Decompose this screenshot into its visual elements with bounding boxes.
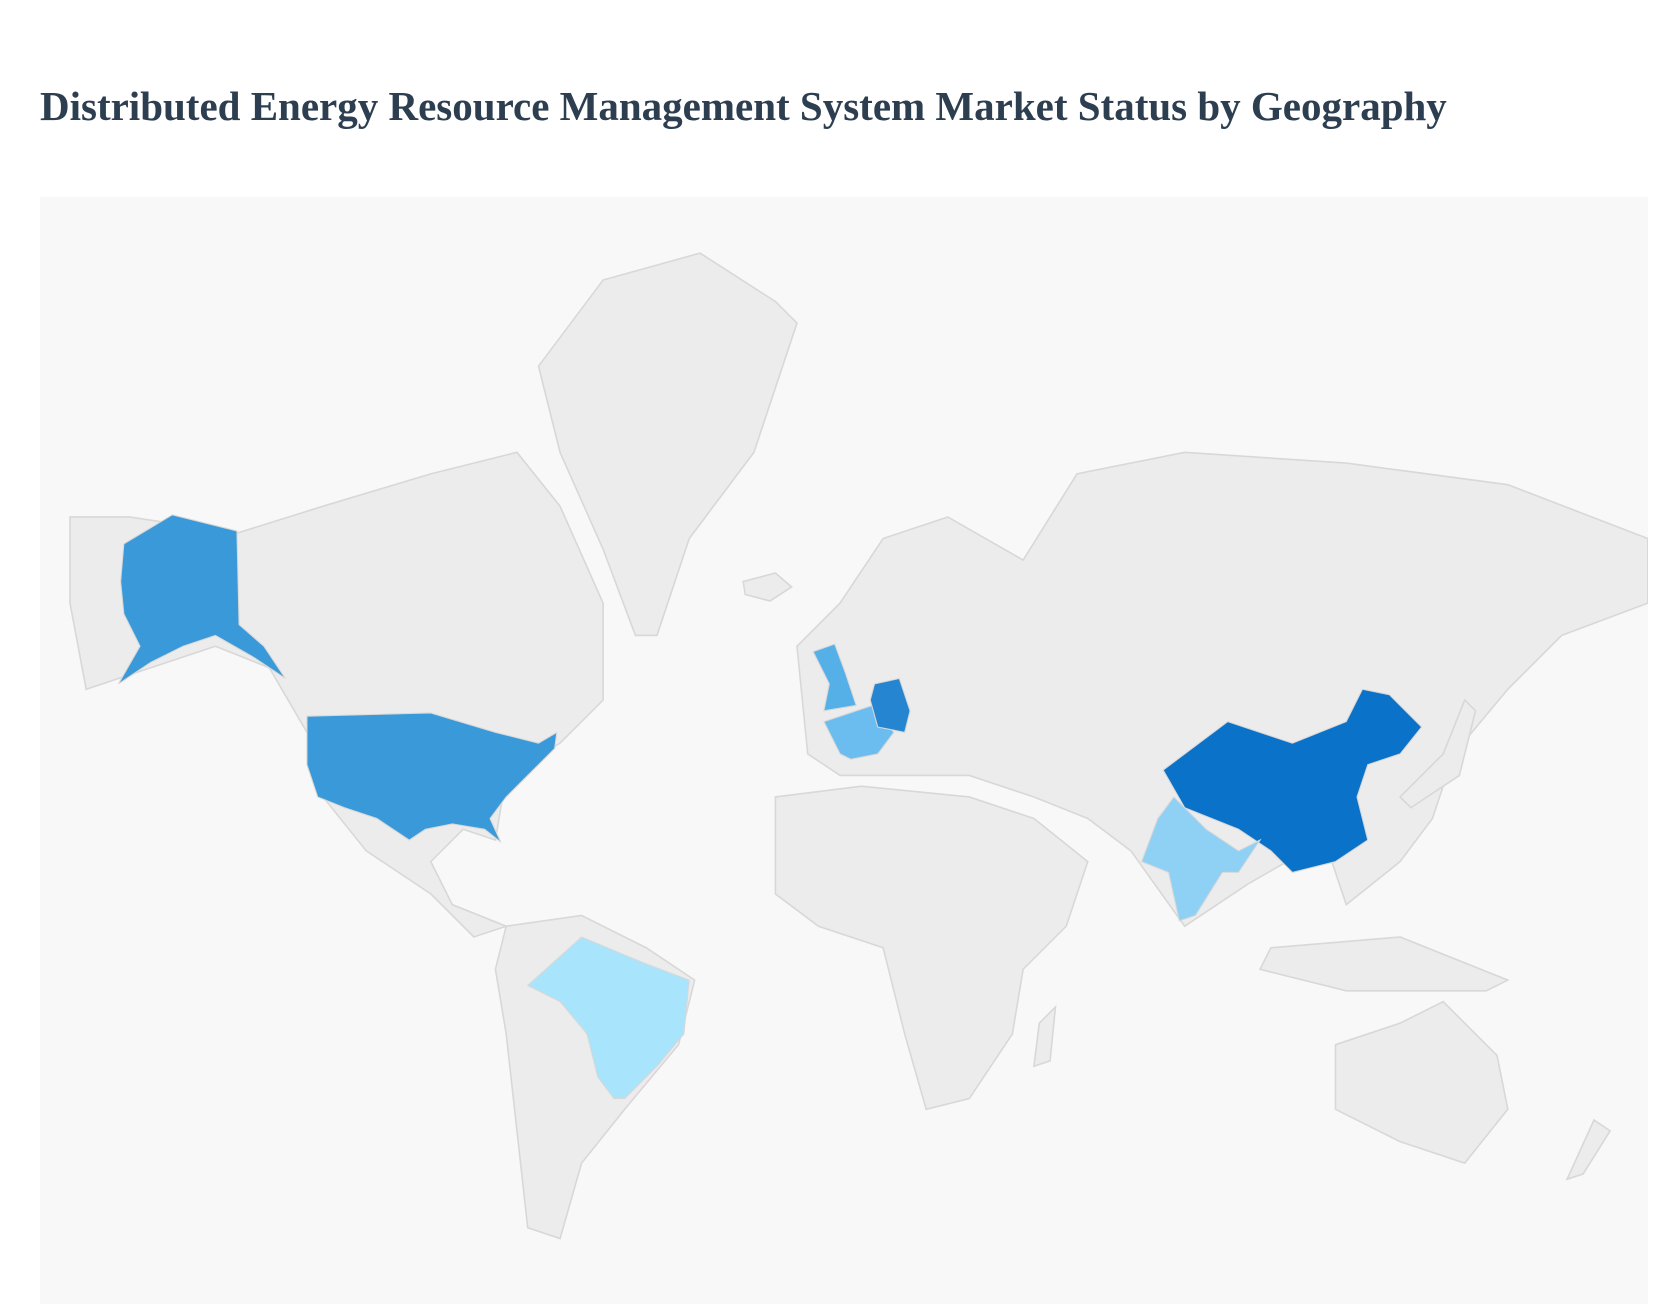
region-usa xyxy=(306,712,558,843)
africa xyxy=(774,785,1089,1111)
madagascar xyxy=(1032,1004,1057,1068)
australia xyxy=(1334,1000,1509,1165)
region-germany xyxy=(869,677,911,733)
new-zealand xyxy=(1565,1118,1612,1181)
region-brazil xyxy=(526,936,690,1100)
page-title: Distributed Energy Resource Management S… xyxy=(40,83,1447,129)
greenland xyxy=(537,252,798,637)
region-china xyxy=(1162,688,1423,873)
world-map xyxy=(40,197,1648,1304)
region-uk xyxy=(812,643,857,712)
iceland xyxy=(742,572,793,602)
southeast-asia-islands xyxy=(1258,936,1510,992)
region-india xyxy=(1140,796,1262,922)
japan xyxy=(1398,698,1477,809)
highlighted-regions xyxy=(118,514,1423,1100)
region-alaska xyxy=(118,514,286,685)
